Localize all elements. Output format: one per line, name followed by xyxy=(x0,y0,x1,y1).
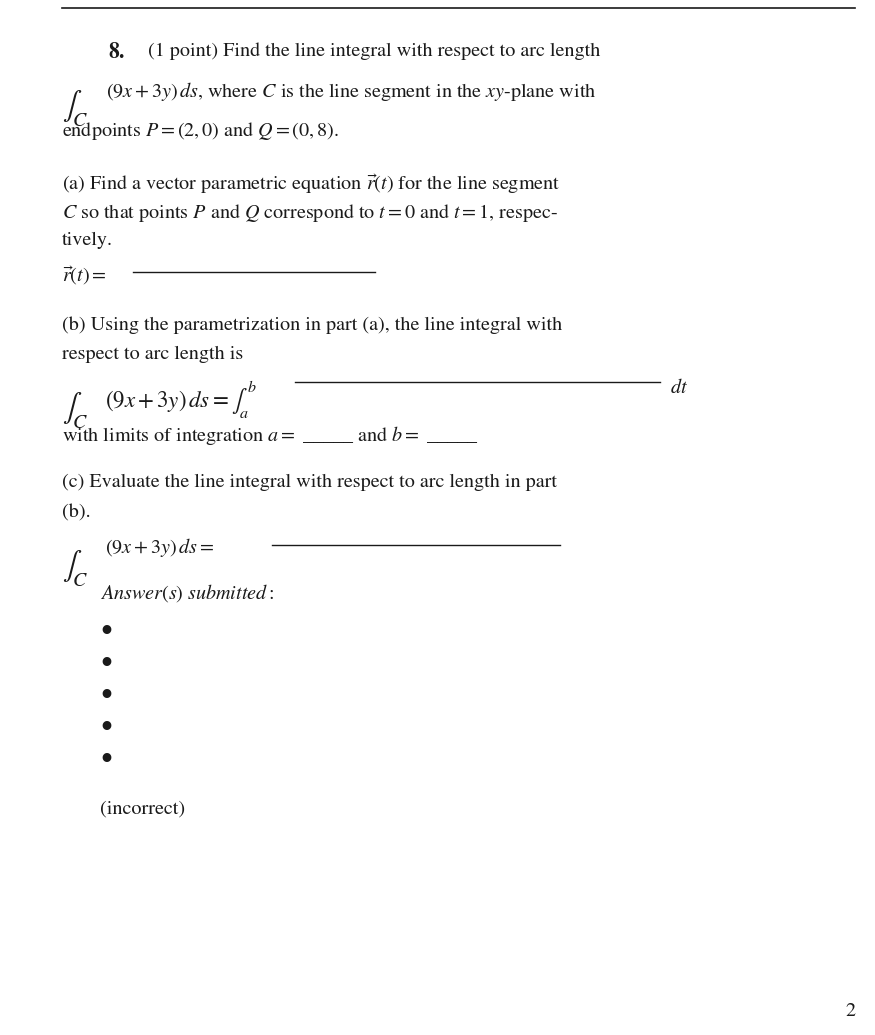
Text: (c) Evaluate the line integral with respect to arc length in part: (c) Evaluate the line integral with resp… xyxy=(62,474,557,492)
Text: endpoints $P=(2,0)$ and $Q=(0,8)$.: endpoints $P=(2,0)$ and $Q=(0,8)$. xyxy=(62,120,339,142)
Text: $\mathit{Answer(s)\ submitted:}$: $\mathit{Answer(s)\ submitted:}$ xyxy=(100,582,275,604)
Text: $(9x+3y)\,ds = \int_a^b$: $(9x+3y)\,ds = \int_a^b$ xyxy=(105,380,257,421)
Text: •: • xyxy=(100,652,112,674)
Text: $\mathbf{8.}$: $\mathbf{8.}$ xyxy=(108,42,125,63)
Text: $C$ so that points $P$ and $Q$ correspond to $t=0$ and $t=1$, respec-: $C$ so that points $P$ and $Q$ correspon… xyxy=(62,202,557,224)
Text: (1 point) Find the line integral with respect to arc length: (1 point) Find the line integral with re… xyxy=(148,42,600,60)
Text: (a) Find a vector parametric equation $\vec{r}(t)$ for the line segment: (a) Find a vector parametric equation $\… xyxy=(62,172,560,196)
Text: (b).: (b). xyxy=(62,504,91,522)
Text: $\int_C$: $\int_C$ xyxy=(62,548,88,589)
Text: $(9x+3y)\,ds$, where $C$ is the line segment in the $xy$-plane with: $(9x+3y)\,ds$, where $C$ is the line seg… xyxy=(106,80,597,104)
Text: respect to arc length is: respect to arc length is xyxy=(62,346,243,363)
Text: with limits of integration $a =$ _____ and $b =$ _____: with limits of integration $a =$ _____ a… xyxy=(62,424,479,447)
Text: $\int_C$: $\int_C$ xyxy=(62,390,88,431)
Text: $(9x+3y)\,ds =$: $(9x+3y)\,ds =$ xyxy=(105,536,214,559)
Text: •: • xyxy=(100,684,112,706)
Text: $\vec{r}(t) =$: $\vec{r}(t) =$ xyxy=(62,264,107,287)
Text: $\int_C$: $\int_C$ xyxy=(62,88,88,128)
Text: •: • xyxy=(100,748,112,769)
Text: (b) Using the parametrization in part (a), the line integral with: (b) Using the parametrization in part (a… xyxy=(62,316,563,333)
Text: (incorrect): (incorrect) xyxy=(100,800,186,818)
Text: tively.: tively. xyxy=(62,232,113,249)
Text: 2: 2 xyxy=(845,1003,855,1021)
Text: •: • xyxy=(100,716,112,737)
Text: •: • xyxy=(100,620,112,642)
Text: $dt$: $dt$ xyxy=(670,378,688,397)
